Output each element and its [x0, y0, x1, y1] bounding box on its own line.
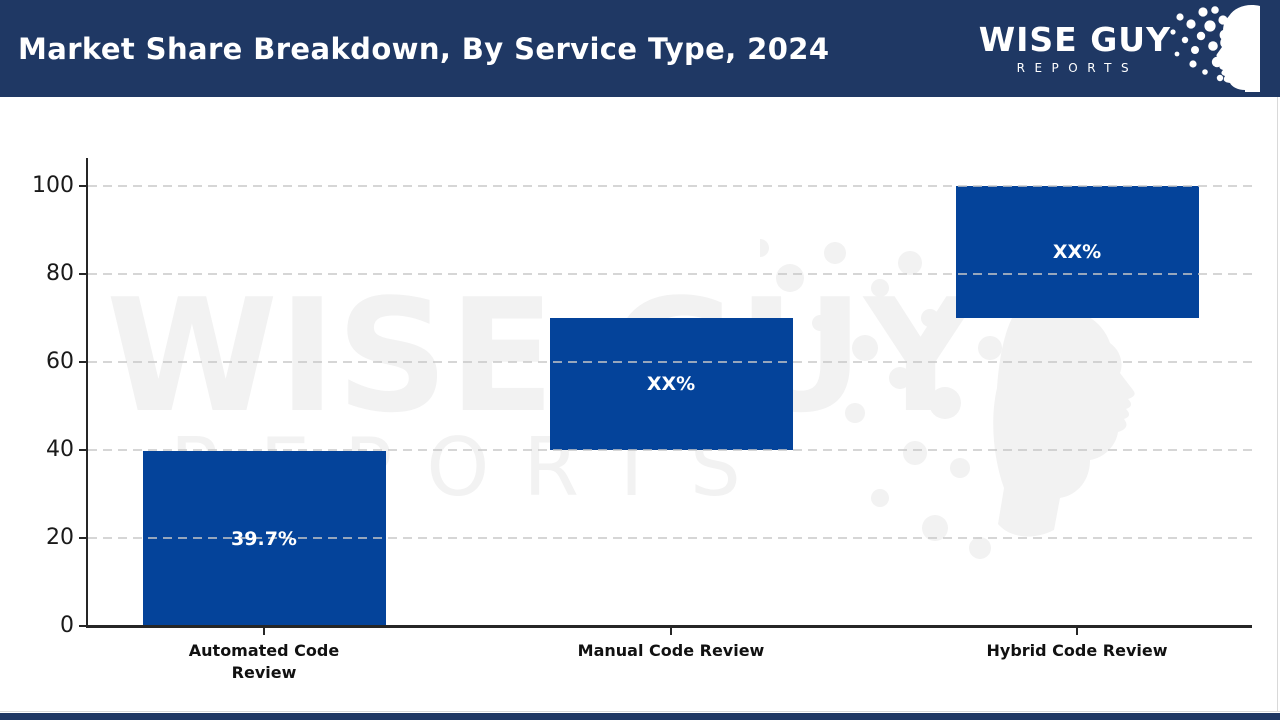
- y-tick-label: 40: [46, 437, 74, 462]
- chart-title: Market Share Breakdown, By Service Type,…: [18, 31, 830, 66]
- y-tick-label: 20: [46, 525, 74, 550]
- y-tick-mark: [79, 273, 88, 275]
- watermark-wordmark: WISE GUY: [106, 265, 978, 447]
- bar-value-label: XX%: [646, 373, 696, 395]
- category-label: Automated Code Review: [188, 641, 340, 682]
- right-edge-hairline: [1277, 97, 1278, 712]
- y-tick-mark: [79, 361, 88, 363]
- category-label: Manual Code Review: [577, 641, 765, 660]
- y-tick-mark: [79, 537, 88, 539]
- gridline: [88, 185, 1252, 187]
- logo-wordmark: WISE GUY: [978, 19, 1171, 59]
- wiseguy-logo: WISE GUY REPORTS: [979, 2, 1260, 96]
- x-axis-line: [86, 625, 1252, 628]
- y-tick-label: 60: [46, 349, 74, 374]
- gridline: [88, 449, 1252, 451]
- value-bar: [955, 186, 1199, 318]
- y-tick-mark: [79, 625, 88, 627]
- y-axis-line: [86, 158, 88, 628]
- bar-value-label: 39.7%: [231, 527, 297, 550]
- x-tick-mark: [263, 627, 265, 635]
- gridline: [88, 537, 1252, 539]
- x-tick-mark: [1076, 627, 1078, 635]
- y-tick-mark: [79, 449, 88, 451]
- header-bar: Market Share Breakdown, By Service Type,…: [0, 0, 1280, 97]
- gridline: [88, 273, 1252, 275]
- footer-hairline: [0, 711, 1280, 712]
- category-label: Hybrid Code Review: [986, 641, 1168, 660]
- logo-subtitle: REPORTS: [1016, 60, 1139, 75]
- y-tick-label: 80: [46, 261, 74, 286]
- bar-value-label: XX%: [1052, 241, 1102, 263]
- logo-face-icon: [1165, 2, 1260, 96]
- y-tick-label: 0: [60, 613, 74, 638]
- logo-text: WISE GUY REPORTS: [979, 23, 1171, 75]
- footer-bar: [0, 713, 1280, 720]
- y-tick-mark: [79, 185, 88, 187]
- gridline: [88, 361, 1252, 363]
- y-tick-label: 100: [32, 173, 74, 198]
- value-bar: [549, 318, 793, 450]
- x-tick-mark: [670, 627, 672, 635]
